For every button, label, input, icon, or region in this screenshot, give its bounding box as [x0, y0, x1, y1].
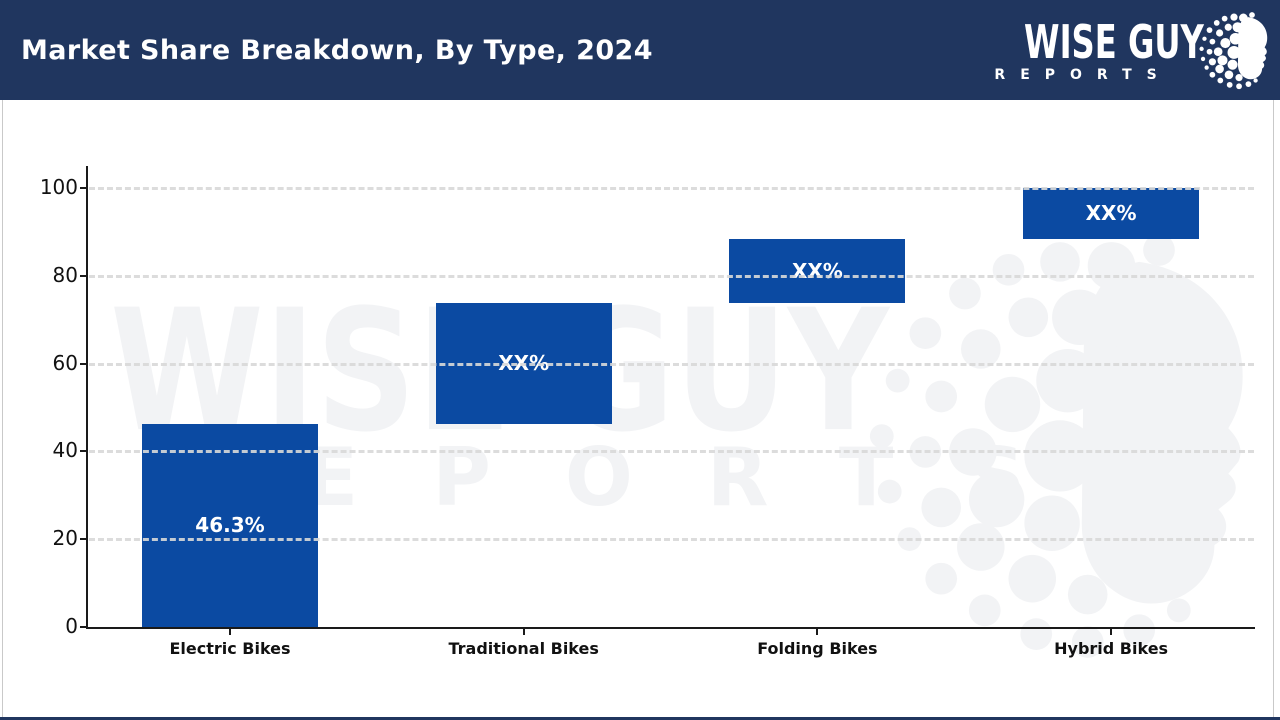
- footer-strip: [0, 717, 1280, 720]
- bar-hybrid-bikes: XX%: [1023, 187, 1200, 239]
- x-category-label: Traditional Bikes: [448, 639, 599, 658]
- header-bar: Market Share Breakdown, By Type, 2024 WI…: [0, 0, 1280, 100]
- y-tick-label: 20: [52, 526, 78, 551]
- x-category-label: Folding Bikes: [757, 639, 878, 658]
- wise-guy-face-icon: [1199, 12, 1268, 90]
- y-tick-label: 40: [52, 438, 78, 463]
- y-tick-label: 100: [39, 174, 78, 199]
- y-tick-mark: [80, 186, 88, 189]
- y-axis-spine: [86, 166, 88, 629]
- bar-value-label: 46.3%: [195, 513, 265, 538]
- bar-folding-bikes: XX%: [729, 238, 906, 303]
- gridline: [89, 274, 1254, 278]
- brand-name: WISE GUY: [1024, 15, 1204, 69]
- y-tick-mark: [80, 362, 88, 365]
- gridline: [89, 186, 1254, 190]
- y-tick-mark: [80, 450, 88, 453]
- x-axis-spine: [86, 627, 1255, 629]
- y-tick-mark: [80, 626, 88, 628]
- brand-subtitle: REPORTS: [994, 67, 1172, 83]
- y-tick-label: 80: [52, 262, 78, 287]
- gridline: [89, 450, 1254, 454]
- x-tick-mark: [522, 627, 525, 635]
- brand-logo: WISE GUY REPORTS: [994, 6, 1270, 96]
- bar-electric-bikes: 46.3%: [142, 423, 318, 627]
- bar-value-label: XX%: [791, 258, 843, 283]
- gridline: [89, 362, 1254, 366]
- x-category-label: Hybrid Bikes: [1054, 639, 1169, 658]
- brand-logo-text: WISE GUY REPORTS: [947, 19, 1204, 83]
- y-tick-mark: [80, 538, 88, 541]
- bar-value-label: XX%: [1085, 201, 1137, 226]
- x-category-label: Electric Bikes: [169, 639, 291, 658]
- gridline: [89, 538, 1254, 542]
- y-tick-label: 60: [52, 350, 78, 375]
- x-tick-mark: [229, 627, 231, 635]
- page-title: Market Share Breakdown, By Type, 2024: [21, 34, 653, 66]
- x-tick-mark: [816, 627, 819, 635]
- y-tick-mark: [80, 274, 88, 277]
- y-tick-label: 0: [65, 614, 78, 638]
